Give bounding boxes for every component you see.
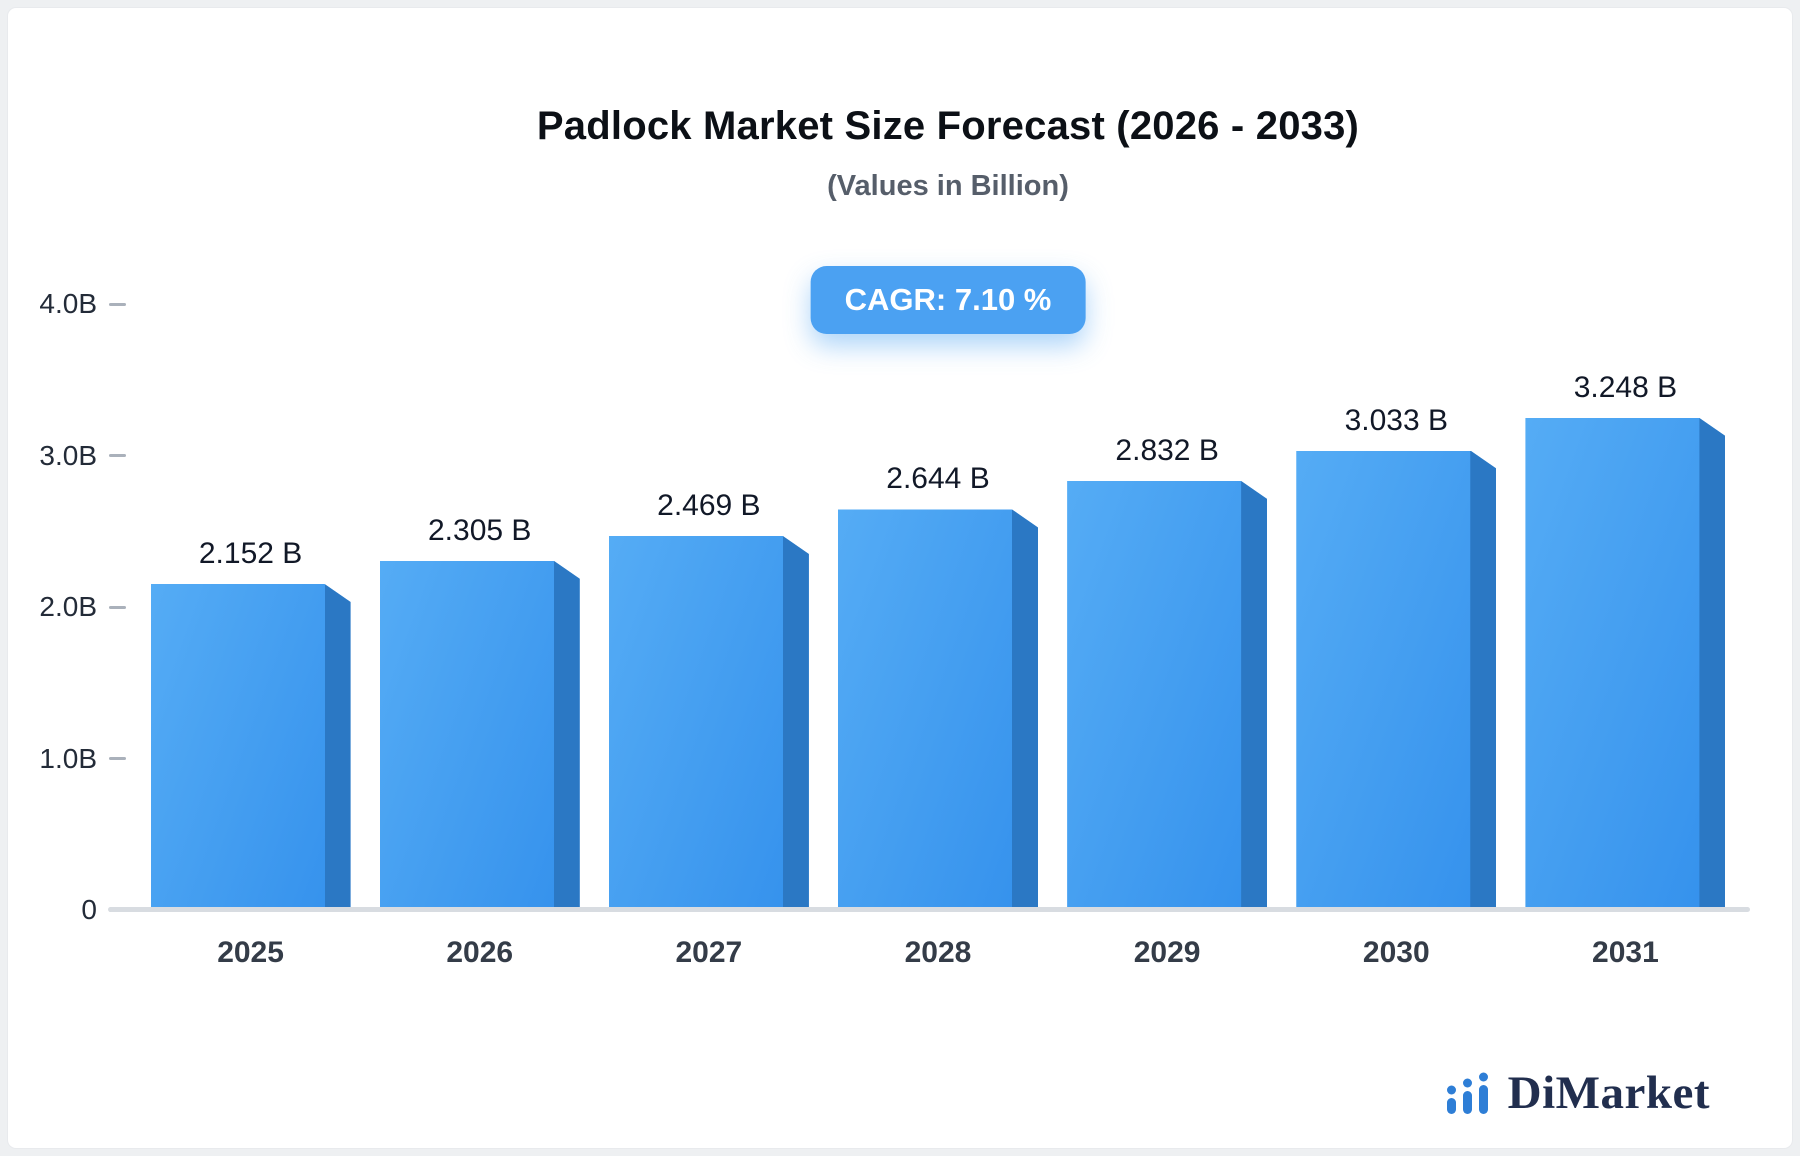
y-axis: 4.0B 3.0B 2.0B 1.0B 0 — [8, 288, 128, 925]
plot-area: 2.152 B 2.305 B 2.469 B 2.644 B 2.832 B 3.033… — [136, 304, 1740, 910]
bar-face — [1067, 481, 1267, 910]
bar-side — [1241, 480, 1268, 910]
x-axis-label: 2029 — [1133, 936, 1201, 969]
logo-text: DiMarket — [1507, 1067, 1710, 1119]
bar-group: 2.152 B — [136, 304, 365, 910]
y-tick: 1.0B — [39, 743, 126, 775]
bar-value-label: 2.305 B — [428, 513, 532, 547]
bar-side — [1470, 450, 1497, 910]
bar-side — [1699, 417, 1726, 910]
bar-value-label: 2.469 B — [657, 488, 761, 522]
bar-face — [1296, 451, 1496, 910]
bar-group: 2.469 B — [594, 304, 823, 910]
bar-face — [380, 561, 580, 910]
bar-face — [609, 536, 809, 910]
bar — [380, 560, 580, 910]
bar — [1296, 450, 1497, 910]
bar-side — [324, 583, 351, 910]
bar — [151, 583, 351, 910]
x-axis-label: 2027 — [675, 936, 743, 969]
x-axis-line — [108, 907, 1750, 912]
bar — [1525, 417, 1726, 910]
bar-value-label: 2.832 B — [1115, 433, 1219, 467]
bar-face — [838, 509, 1038, 910]
chart-card: Padlock Market Size Forecast (2026 - 203… — [8, 8, 1792, 1148]
x-axis: 2025 2026 2027 2028 2029 2030 2031 — [136, 936, 1740, 970]
cagr-badge: CAGR: 7.10 % — [810, 266, 1086, 334]
chart-title: Padlock Market Size Forecast (2026 - 203… — [536, 104, 1360, 148]
y-tick-label: 0 — [81, 894, 97, 925]
bar-side — [553, 560, 580, 910]
x-axis-label: 2025 — [217, 936, 284, 969]
y-tick: 4.0B — [39, 288, 126, 320]
y-tick-label: 4.0B — [39, 288, 97, 319]
bar-group: 3.033 B — [1282, 304, 1511, 910]
bar — [1067, 480, 1268, 910]
bar-chart-icon — [1443, 1067, 1495, 1119]
y-tick-mark — [109, 302, 126, 306]
bar-value-label: 2.644 B — [886, 462, 990, 496]
y-tick-mark — [109, 454, 126, 457]
bar-value-label: 3.033 B — [1344, 403, 1448, 437]
bar-side — [1011, 509, 1038, 910]
y-tick-label: 2.0B — [39, 591, 97, 622]
bar-group: 2.305 B — [365, 304, 594, 910]
chart-subtitle: (Values in Billion) — [827, 170, 1069, 202]
bar-value-label: 3.248 B — [1573, 370, 1678, 404]
y-tick-mark — [109, 605, 126, 609]
bar-value-label: 2.152 B — [198, 536, 303, 570]
y-tick: 2.0B — [39, 591, 126, 623]
y-tick-label: 3.0B — [39, 439, 97, 471]
x-axis-label: 2028 — [904, 936, 972, 969]
bar-group: 2.832 B — [1053, 304, 1282, 910]
dimarket-logo: DiMarket — [1443, 1066, 1710, 1120]
bar — [609, 535, 809, 910]
bar-face — [151, 584, 351, 910]
bar-group: 3.248 B — [1511, 304, 1740, 910]
x-axis-label: 2031 — [1592, 936, 1659, 969]
y-tick: 3.0B — [39, 440, 126, 472]
x-axis-label: 2026 — [446, 936, 514, 969]
bar-face — [1525, 418, 1725, 910]
x-axis-label: 2030 — [1362, 936, 1430, 969]
bar-side — [782, 535, 809, 910]
y-tick-label: 1.0B — [39, 742, 97, 774]
bar — [838, 509, 1038, 910]
y-tick-mark — [109, 757, 126, 760]
bar-group: 2.644 B — [823, 304, 1052, 910]
